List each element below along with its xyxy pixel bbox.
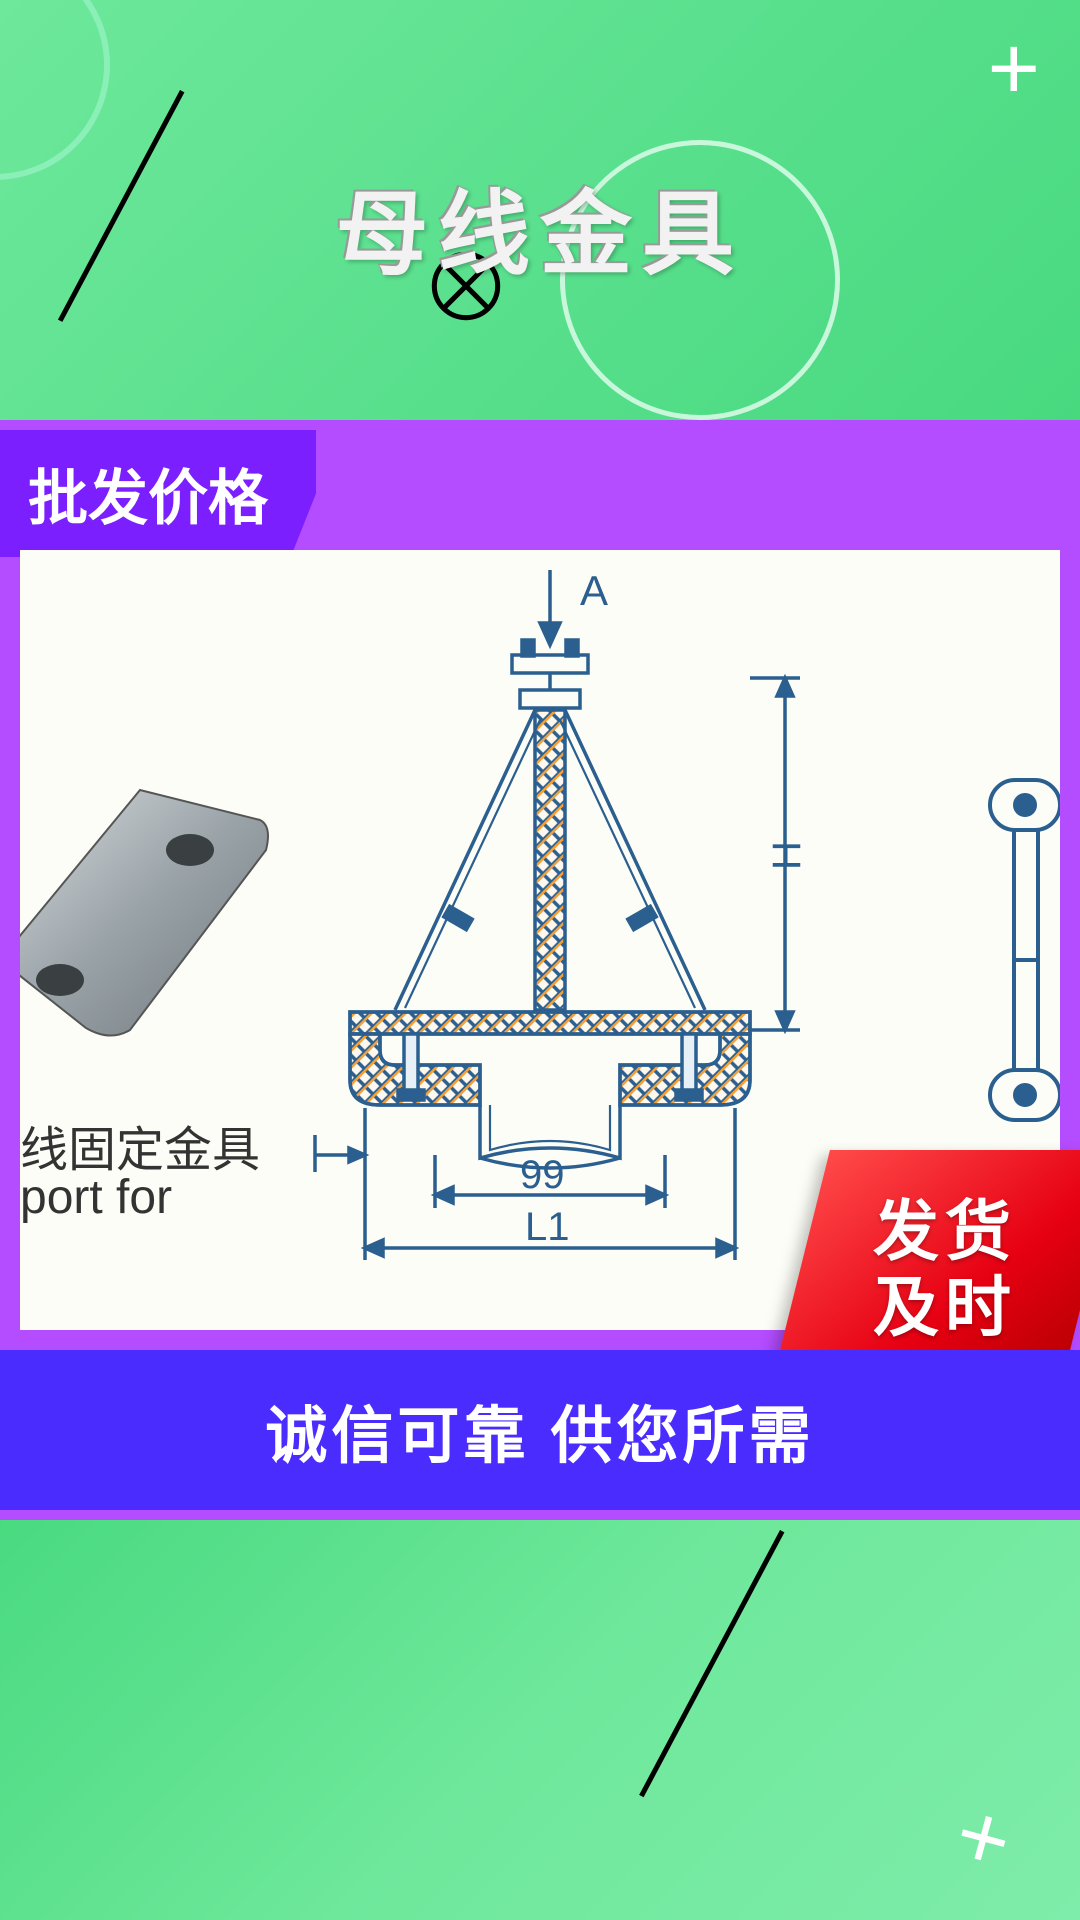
inner-width-value: 99 xyxy=(520,1153,565,1197)
plus-icon: + xyxy=(987,18,1040,121)
decor-line xyxy=(639,1530,784,1797)
metal-plate-icon xyxy=(20,780,280,1040)
product-card: 批发价格 xyxy=(0,420,1080,1520)
wholesale-price-tag: 批发价格 xyxy=(0,430,316,557)
bottom-tagline: 诚信可靠 供您所需 xyxy=(0,1350,1080,1510)
busbar-support-schematic: A xyxy=(280,560,840,1280)
height-label: H xyxy=(765,841,809,870)
arrow-label: A xyxy=(580,567,608,614)
ribbon-line1: 发货 xyxy=(873,1194,1017,1270)
decor-circle xyxy=(0,0,110,180)
page-title: 母线金具 xyxy=(0,160,1080,293)
ribbon-line2: 及时 xyxy=(873,1270,1017,1346)
side-view-icon xyxy=(970,770,1060,1130)
width-label: L1 xyxy=(525,1205,570,1249)
diagram-caption-en: port for xyxy=(20,1170,172,1225)
plus-icon: + xyxy=(945,1782,1022,1895)
promo-page: + + 母线金具 批发价格 xyxy=(0,0,1080,1920)
